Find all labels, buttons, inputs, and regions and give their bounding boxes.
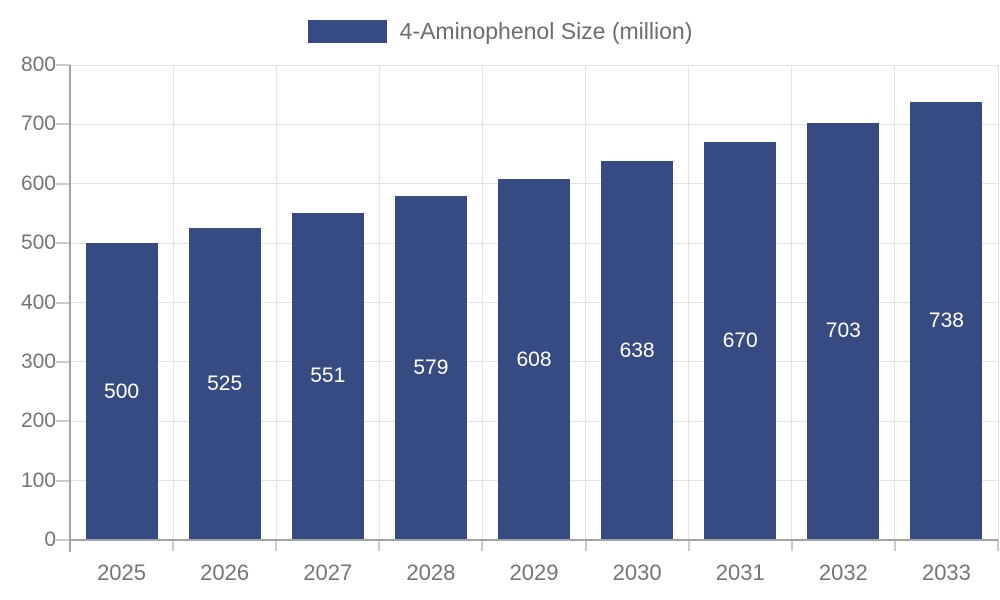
bar-2027: 551	[291, 212, 364, 540]
x-axis-label-2033: 2033	[921, 560, 971, 585]
bar-2025: 500	[85, 243, 158, 540]
bar-value-label: 638	[619, 338, 655, 362]
bar-value-label: 551	[310, 364, 346, 388]
y-axis-tick-label: 0	[44, 528, 56, 551]
y-axis-tick	[56, 182, 70, 185]
y-gridline	[70, 123, 998, 125]
x-axis-tick	[893, 540, 896, 551]
x-axis-tick	[378, 540, 381, 551]
y-axis-tick-label: 700	[20, 112, 56, 136]
y-axis-tick-label: 600	[20, 171, 56, 195]
x-gridline	[275, 65, 277, 540]
y-axis-tick	[56, 360, 70, 363]
y-axis-line	[69, 65, 71, 552]
bar-value-label: 608	[516, 347, 552, 371]
y-axis-tick-label: 200	[20, 409, 56, 433]
x-axis-tick	[481, 540, 484, 551]
x-axis-line	[69, 539, 998, 541]
x-axis-label-2030: 2030	[612, 560, 662, 585]
x-axis-label-2029: 2029	[509, 560, 559, 585]
x-axis-tick	[997, 540, 999, 551]
x-axis-label-2028: 2028	[406, 560, 456, 585]
y-axis-tick-label: 100	[20, 468, 56, 492]
x-gridline	[997, 65, 999, 540]
x-axis-tick	[687, 540, 690, 551]
x-axis-tick	[172, 540, 175, 551]
y-axis-tick-label: 800	[20, 53, 56, 76]
bar-2028: 579	[394, 196, 467, 540]
y-axis-tick	[56, 64, 70, 66]
bar-2026: 525	[188, 228, 261, 540]
x-axis-tick	[790, 540, 793, 551]
legend-label: 4-Aminophenol Size (million)	[399, 18, 693, 44]
x-axis-label-2025: 2025	[97, 560, 147, 585]
legend: 4-Aminophenol Size (million)	[0, 17, 1000, 45]
y-axis-tick	[56, 301, 70, 304]
bar-2030: 638	[601, 161, 674, 540]
x-gridline	[378, 65, 380, 540]
x-axis-tick	[584, 540, 587, 551]
y-axis-tick-label: 300	[20, 349, 56, 373]
x-gridline	[688, 65, 690, 540]
x-axis-label-2032: 2032	[818, 560, 868, 585]
x-axis-label-2027: 2027	[303, 560, 353, 585]
bar-value-label: 500	[104, 379, 140, 403]
y-axis-tick	[56, 123, 70, 126]
x-gridline	[172, 65, 174, 540]
x-axis-label-2026: 2026	[200, 560, 250, 585]
x-gridline	[791, 65, 793, 540]
x-axis-tick	[275, 540, 278, 551]
legend-swatch	[307, 19, 387, 43]
bar-value-label: 670	[722, 329, 758, 353]
x-gridline	[585, 65, 587, 540]
bar-value-label: 703	[825, 319, 861, 343]
x-axis-label-2031: 2031	[715, 560, 765, 585]
y-axis-tick	[56, 479, 70, 482]
bar-2032: 703	[807, 122, 880, 540]
y-axis-tick-label: 500	[20, 231, 56, 255]
bar-2029: 608	[498, 179, 570, 540]
y-axis-tick-label: 400	[20, 290, 56, 314]
bar-2031: 670	[704, 142, 777, 540]
bar-value-label: 525	[207, 372, 243, 396]
x-gridline	[481, 65, 483, 540]
x-gridline	[894, 65, 896, 540]
y-axis-tick	[56, 539, 70, 541]
y-gridline	[70, 64, 998, 66]
bar-2033: 738	[910, 101, 983, 540]
bar-value-label: 738	[928, 308, 964, 332]
y-axis-tick	[56, 420, 70, 423]
bar-value-label: 579	[413, 356, 449, 380]
y-axis-tick	[56, 242, 70, 245]
